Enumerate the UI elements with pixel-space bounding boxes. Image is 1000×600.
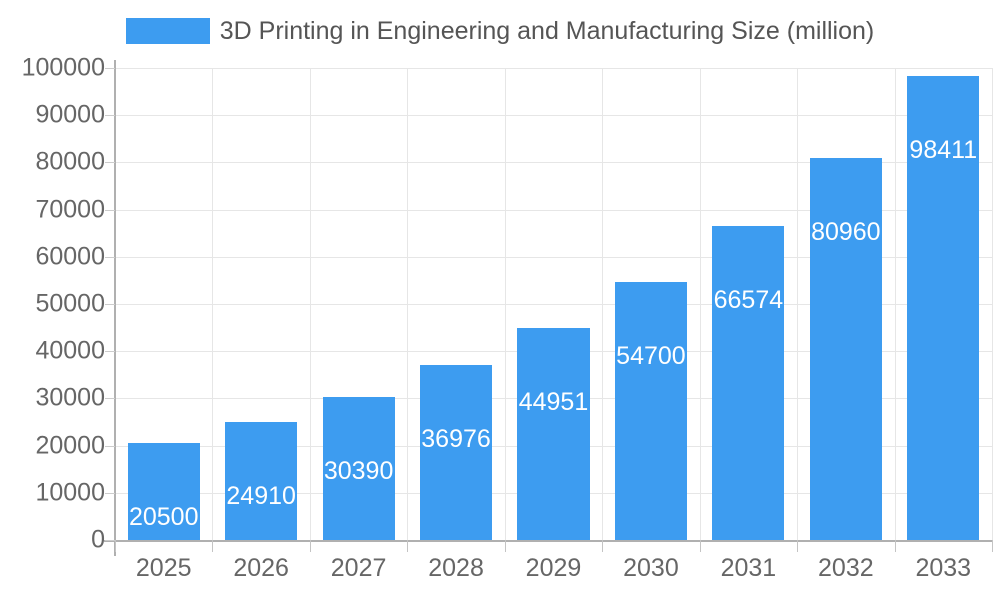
bar[interactable] (517, 327, 590, 540)
y-axis-tick-label: 90000 (35, 100, 105, 129)
x-axis-tick-label: 2032 (818, 554, 874, 582)
gridline-vertical (700, 68, 701, 540)
y-axis-tick-mark (105, 115, 115, 117)
y-axis-tick-label: 10000 (35, 478, 105, 507)
y-axis-tick-mark (105, 540, 115, 541)
y-axis-tick-mark (105, 445, 115, 447)
y-axis-tick-mark (105, 256, 115, 258)
bar-value-label: 24910 (226, 482, 296, 511)
bar-group: 24910 (212, 68, 309, 540)
bar[interactable] (225, 422, 298, 540)
gridline-horizontal (115, 68, 992, 69)
y-axis-tick-mark (105, 304, 115, 305)
x-axis-tick-mark (407, 540, 408, 552)
bar-value-label: 36976 (421, 425, 491, 454)
bar-value-label: 44951 (518, 387, 589, 416)
x-axis-tick-mark (602, 540, 603, 552)
y-axis-tick-mark (105, 398, 115, 400)
y-axis-tick-label: 70000 (35, 195, 105, 224)
x-axis-tick-label: 2026 (233, 554, 289, 582)
x-axis-tick-label: 2028 (428, 554, 484, 582)
y-axis-tick-label: 60000 (35, 242, 105, 271)
gridline-vertical (505, 68, 506, 540)
x-axis-tick-label: 2031 (720, 554, 777, 582)
gridline-vertical (992, 68, 993, 540)
x-axis-tick-label: 2025 (135, 554, 192, 582)
y-axis-tick-mark (105, 351, 115, 353)
bar-group: 54700 (602, 68, 699, 540)
x-axis-tick-mark (797, 540, 798, 552)
bar-value-label: 54700 (616, 341, 686, 370)
y-axis-tick-mark (105, 162, 115, 164)
x-axis-tick-label: 2029 (525, 554, 582, 582)
legend-color-swatch-icon (125, 18, 210, 44)
x-axis-tick-mark (700, 540, 701, 552)
legend-item-label: 3D Printing in Engineering and Manufactu… (219, 16, 875, 45)
gridline-horizontal (115, 162, 992, 164)
legend-item-0[interactable]: 3D Printing in Engineering and Manufactu… (125, 16, 875, 45)
bar-group: 44951 (505, 68, 602, 540)
x-axis-tick-mark (212, 540, 213, 552)
x-axis-tick-mark (505, 540, 506, 552)
bar-value-label: 30390 (323, 456, 394, 485)
y-axis-tick-mark (105, 492, 115, 494)
x-axis-tick-label: 2033 (915, 554, 972, 582)
y-axis-line (114, 60, 116, 556)
bar[interactable] (907, 75, 980, 540)
y-axis-tick-mark (105, 209, 115, 211)
y-axis-tick-label: 30000 (35, 383, 105, 412)
x-axis-tick-mark (895, 540, 896, 552)
gridline-vertical (602, 68, 603, 540)
bar-value-label: 98411 (909, 135, 978, 164)
bar-group: 98411 (895, 68, 992, 540)
bar-group: 30390 (310, 68, 407, 540)
gridline-vertical (407, 68, 408, 540)
bar-group: 66574 (700, 68, 797, 540)
bar[interactable] (322, 396, 395, 540)
y-axis-tick-label: 40000 (35, 336, 105, 365)
bar-value-label: 66574 (713, 285, 784, 314)
bar[interactable] (614, 281, 687, 540)
x-axis-tick-labels: 2025 2026 2027 2028 2029 2030 2031 2032 2033 (115, 556, 992, 596)
bar-group: 36976 (407, 68, 504, 540)
bar[interactable] (127, 443, 200, 540)
plot-area: 20500 24910 30390 36976 44951 54700 66574 80960… (115, 68, 993, 541)
gridline-horizontal (115, 304, 992, 305)
y-axis-tick-label: 100000 (21, 53, 105, 82)
y-axis-tick-label: 0 (91, 525, 105, 554)
gridline-vertical (895, 68, 896, 540)
y-axis-tick-labels: 0 10000 20000 30000 40000 50000 60000 70000 8000… (0, 0, 105, 600)
bar-group: 20500 (115, 68, 212, 540)
bar[interactable] (419, 365, 493, 540)
gridline-vertical (212, 68, 213, 540)
x-axis-tick-label: 2030 (623, 554, 679, 582)
bar-group: 80960 (797, 68, 894, 540)
y-axis-tick-label: 50000 (35, 289, 105, 318)
chart-legend: 3D Printing in Engineering and Manufactu… (0, 14, 1000, 48)
x-axis-tick-mark (992, 540, 993, 552)
bar-value-label: 80960 (811, 217, 881, 246)
y-axis-tick-label: 80000 (35, 147, 105, 176)
gridline-horizontal (115, 209, 992, 211)
bar[interactable] (809, 157, 882, 540)
gridline-vertical (797, 68, 798, 540)
x-axis-tick-label: 2027 (330, 554, 387, 582)
y-axis-tick-mark (105, 68, 115, 69)
bar[interactable] (712, 225, 785, 540)
gridline-vertical (310, 68, 311, 540)
x-axis-line (104, 540, 992, 542)
x-axis-tick-mark (310, 540, 311, 552)
x-axis-tick-mark (115, 540, 116, 552)
gridline-horizontal (115, 256, 992, 258)
gridline-horizontal (115, 115, 992, 117)
bar-value-label: 20500 (128, 503, 199, 532)
y-axis-tick-label: 20000 (35, 431, 105, 460)
